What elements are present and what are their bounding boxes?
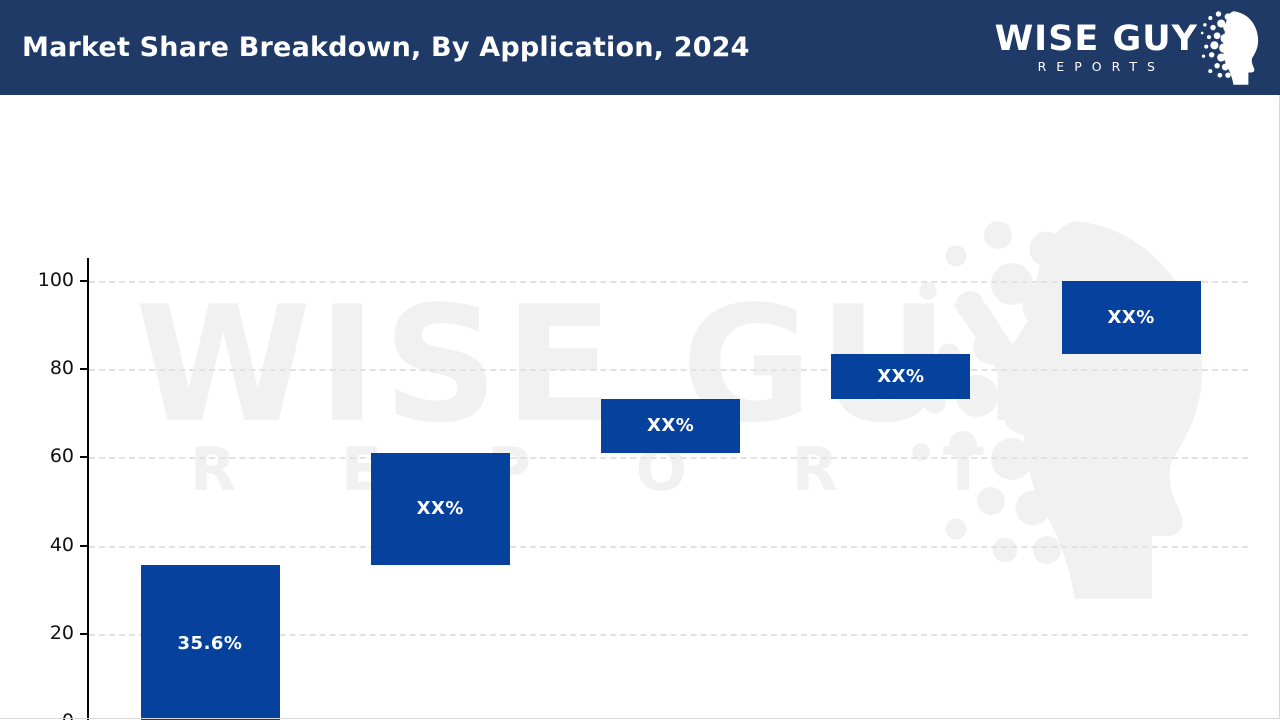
y-tick-label: 20 [49,621,74,644]
gridline [89,457,1248,460]
gridline [89,281,1248,283]
bar-automotive: 35.6% [140,565,280,720]
bar-value-label: XX% [646,415,695,437]
y-axis-line [87,258,89,720]
wiseguy-head-icon [1200,10,1259,85]
y-tick-label: 80 [49,357,74,380]
y-tick-label: 40 [49,533,74,556]
logo-wordmark-line2: REPORTS [1037,58,1165,74]
gridline [89,633,1248,636]
bar-marine: XX% [601,398,741,453]
y-tick-mark [80,456,88,459]
bar-value-label: XX% [416,498,464,520]
gridline [89,369,1248,372]
frame-border-bottom [0,718,1280,719]
wiseguy-logo: WISE GUY REPORTS [995,7,1262,89]
y-tick-mark [80,544,88,547]
y-tick-label: 60 [49,445,74,468]
y-tick-label: 100 [37,269,74,291]
y-tick-mark [80,632,88,635]
y-tick-mark [80,280,88,282]
gridline [89,545,1248,548]
y-tick-label: 0 [8,710,74,720]
logo-wordmark: WISE GUY REPORTS [994,18,1198,74]
logo-wordmark-line1: WISE GUY [994,18,1198,59]
bar-value-label: XX% [1107,307,1155,329]
chart-plot-area: 0 20 40 60 80 100 35.6% XX% XX% XX% XX% … [0,95,1280,720]
bar-electronics: XX% [1061,281,1201,355]
bar-industrial: XX% [370,452,510,565]
y-tick-mark [80,368,88,371]
bar-value-label: XX% [877,365,925,387]
header-bar: Market Share Breakdown, By Application, … [0,0,1280,95]
bar-aerospace: XX% [831,354,971,399]
bar-value-label: 35.6% [177,632,243,654]
page-title: Market Share Breakdown, By Application, … [22,32,750,63]
